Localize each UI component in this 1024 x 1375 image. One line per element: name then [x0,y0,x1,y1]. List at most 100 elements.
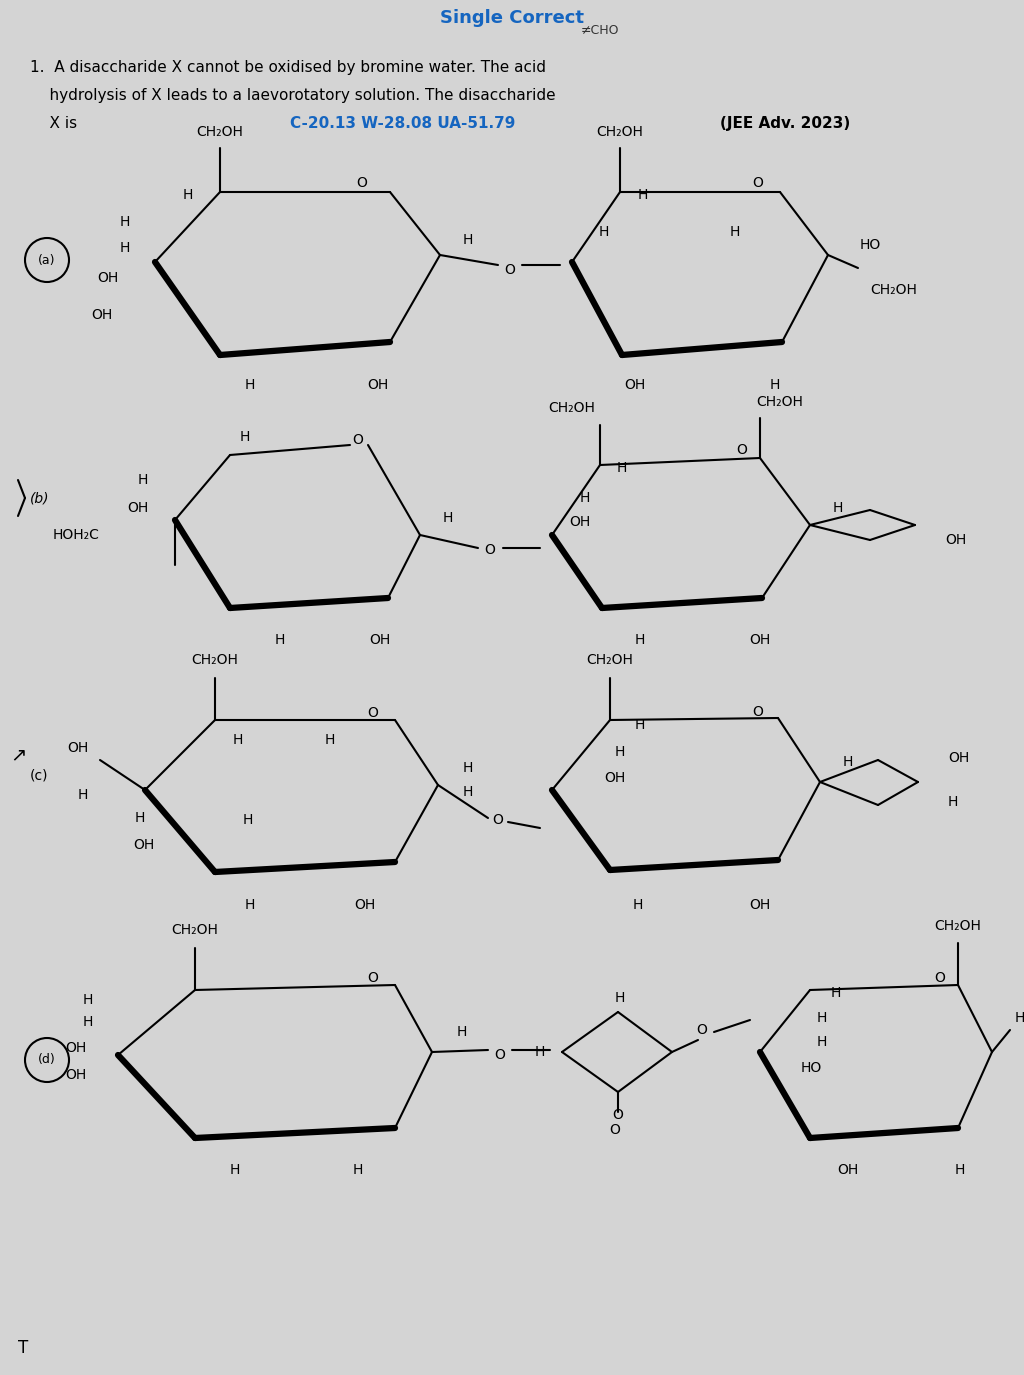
Text: H: H [353,1163,364,1177]
Text: CH₂OH: CH₂OH [757,395,804,408]
Text: CH₂OH: CH₂OH [587,653,634,667]
Text: O: O [493,813,504,826]
Text: O: O [505,263,515,276]
Text: OH: OH [750,898,771,912]
Text: CH₂OH: CH₂OH [191,653,239,667]
Text: H: H [633,898,643,912]
Text: OH: OH [625,378,645,392]
Text: ≠CHO: ≠CHO [581,23,620,37]
Text: H: H [120,214,130,230]
Text: OH: OH [569,516,591,529]
Text: 1.  A disaccharide X cannot be oxidised by bromine water. The acid: 1. A disaccharide X cannot be oxidised b… [30,60,546,76]
Text: H: H [599,226,609,239]
Text: hydrolysis of X leads to a laevorotatory solution. The disaccharide: hydrolysis of X leads to a laevorotatory… [30,88,556,103]
Text: CH₂OH: CH₂OH [197,125,244,139]
Text: OH: OH [948,751,970,764]
Text: (c): (c) [30,769,48,782]
Text: H: H [120,241,130,254]
Text: HO: HO [801,1062,822,1075]
Text: O: O [935,971,945,984]
Text: OH: OH [370,632,390,648]
Text: H: H [635,632,645,648]
Text: H: H [243,813,253,826]
Text: H: H [83,993,93,1006]
Text: H: H [817,1035,827,1049]
Text: O: O [609,1123,621,1137]
Text: O: O [736,443,748,456]
Text: H: H [457,1024,467,1040]
Text: CH₂OH: CH₂OH [172,923,218,936]
Text: OH: OH [604,771,626,785]
Text: (JEE Adv. 2023): (JEE Adv. 2023) [720,116,850,131]
Text: HO: HO [860,238,882,252]
Text: H: H [325,733,335,747]
Text: HOH₂C: HOH₂C [53,528,100,542]
Text: OH: OH [91,308,112,322]
Text: OH: OH [750,632,771,648]
Text: Single Correct: Single Correct [440,10,584,28]
Text: OH: OH [134,837,155,852]
Text: ↗: ↗ [10,745,27,764]
Text: H: H [182,188,193,202]
Text: OH: OH [368,378,389,392]
Text: CH₂OH: CH₂OH [870,283,916,297]
Text: H: H [954,1163,966,1177]
Text: H: H [137,473,148,487]
Text: H: H [463,232,473,248]
Text: H: H [614,745,626,759]
Text: H: H [635,718,645,732]
Text: OH: OH [838,1163,859,1177]
Text: H: H [535,1045,545,1059]
Text: H: H [833,500,843,516]
Text: OH: OH [66,1068,87,1082]
Text: O: O [484,543,496,557]
Text: OH: OH [945,534,967,547]
Text: H: H [638,188,648,202]
Text: H: H [83,1015,93,1028]
Text: OH: OH [67,741,88,755]
Text: H: H [463,760,473,776]
Text: H: H [948,795,958,808]
Text: H: H [616,461,627,474]
Text: O: O [352,433,364,447]
Text: O: O [368,705,379,720]
Text: (a): (a) [38,253,55,267]
Text: O: O [696,1023,708,1037]
Text: CH₂OH: CH₂OH [597,125,643,139]
Text: O: O [356,176,368,190]
Text: O: O [612,1108,624,1122]
Text: OH: OH [127,500,148,516]
Text: H: H [240,430,250,444]
Text: O: O [753,705,764,719]
Text: O: O [368,971,379,984]
Text: H: H [730,226,740,239]
Text: T: T [18,1339,29,1357]
Text: (d): (d) [38,1053,56,1067]
Text: H: H [229,1163,241,1177]
Text: (b): (b) [30,491,49,505]
Text: H: H [817,1011,827,1024]
Text: O: O [753,176,764,190]
Text: X is: X is [30,116,77,131]
Text: H: H [614,991,626,1005]
Text: H: H [245,378,255,392]
Text: H: H [232,733,243,747]
Text: H: H [580,491,590,505]
Text: H: H [1015,1011,1024,1024]
Text: O: O [495,1048,506,1062]
Text: OH: OH [66,1041,87,1055]
Text: H: H [463,785,473,799]
Text: C-20.13 W-28.08 UA-51.79: C-20.13 W-28.08 UA-51.79 [290,116,515,131]
Text: H: H [245,898,255,912]
Text: H: H [843,755,853,769]
Text: H: H [134,811,145,825]
Text: OH: OH [354,898,376,912]
Text: H: H [442,512,454,525]
Text: H: H [830,986,841,1000]
Text: CH₂OH: CH₂OH [935,918,981,934]
Text: OH: OH [96,271,118,285]
Text: CH₂OH: CH₂OH [549,402,595,415]
Text: H: H [274,632,286,648]
Text: H: H [770,378,780,392]
Text: H: H [78,788,88,802]
